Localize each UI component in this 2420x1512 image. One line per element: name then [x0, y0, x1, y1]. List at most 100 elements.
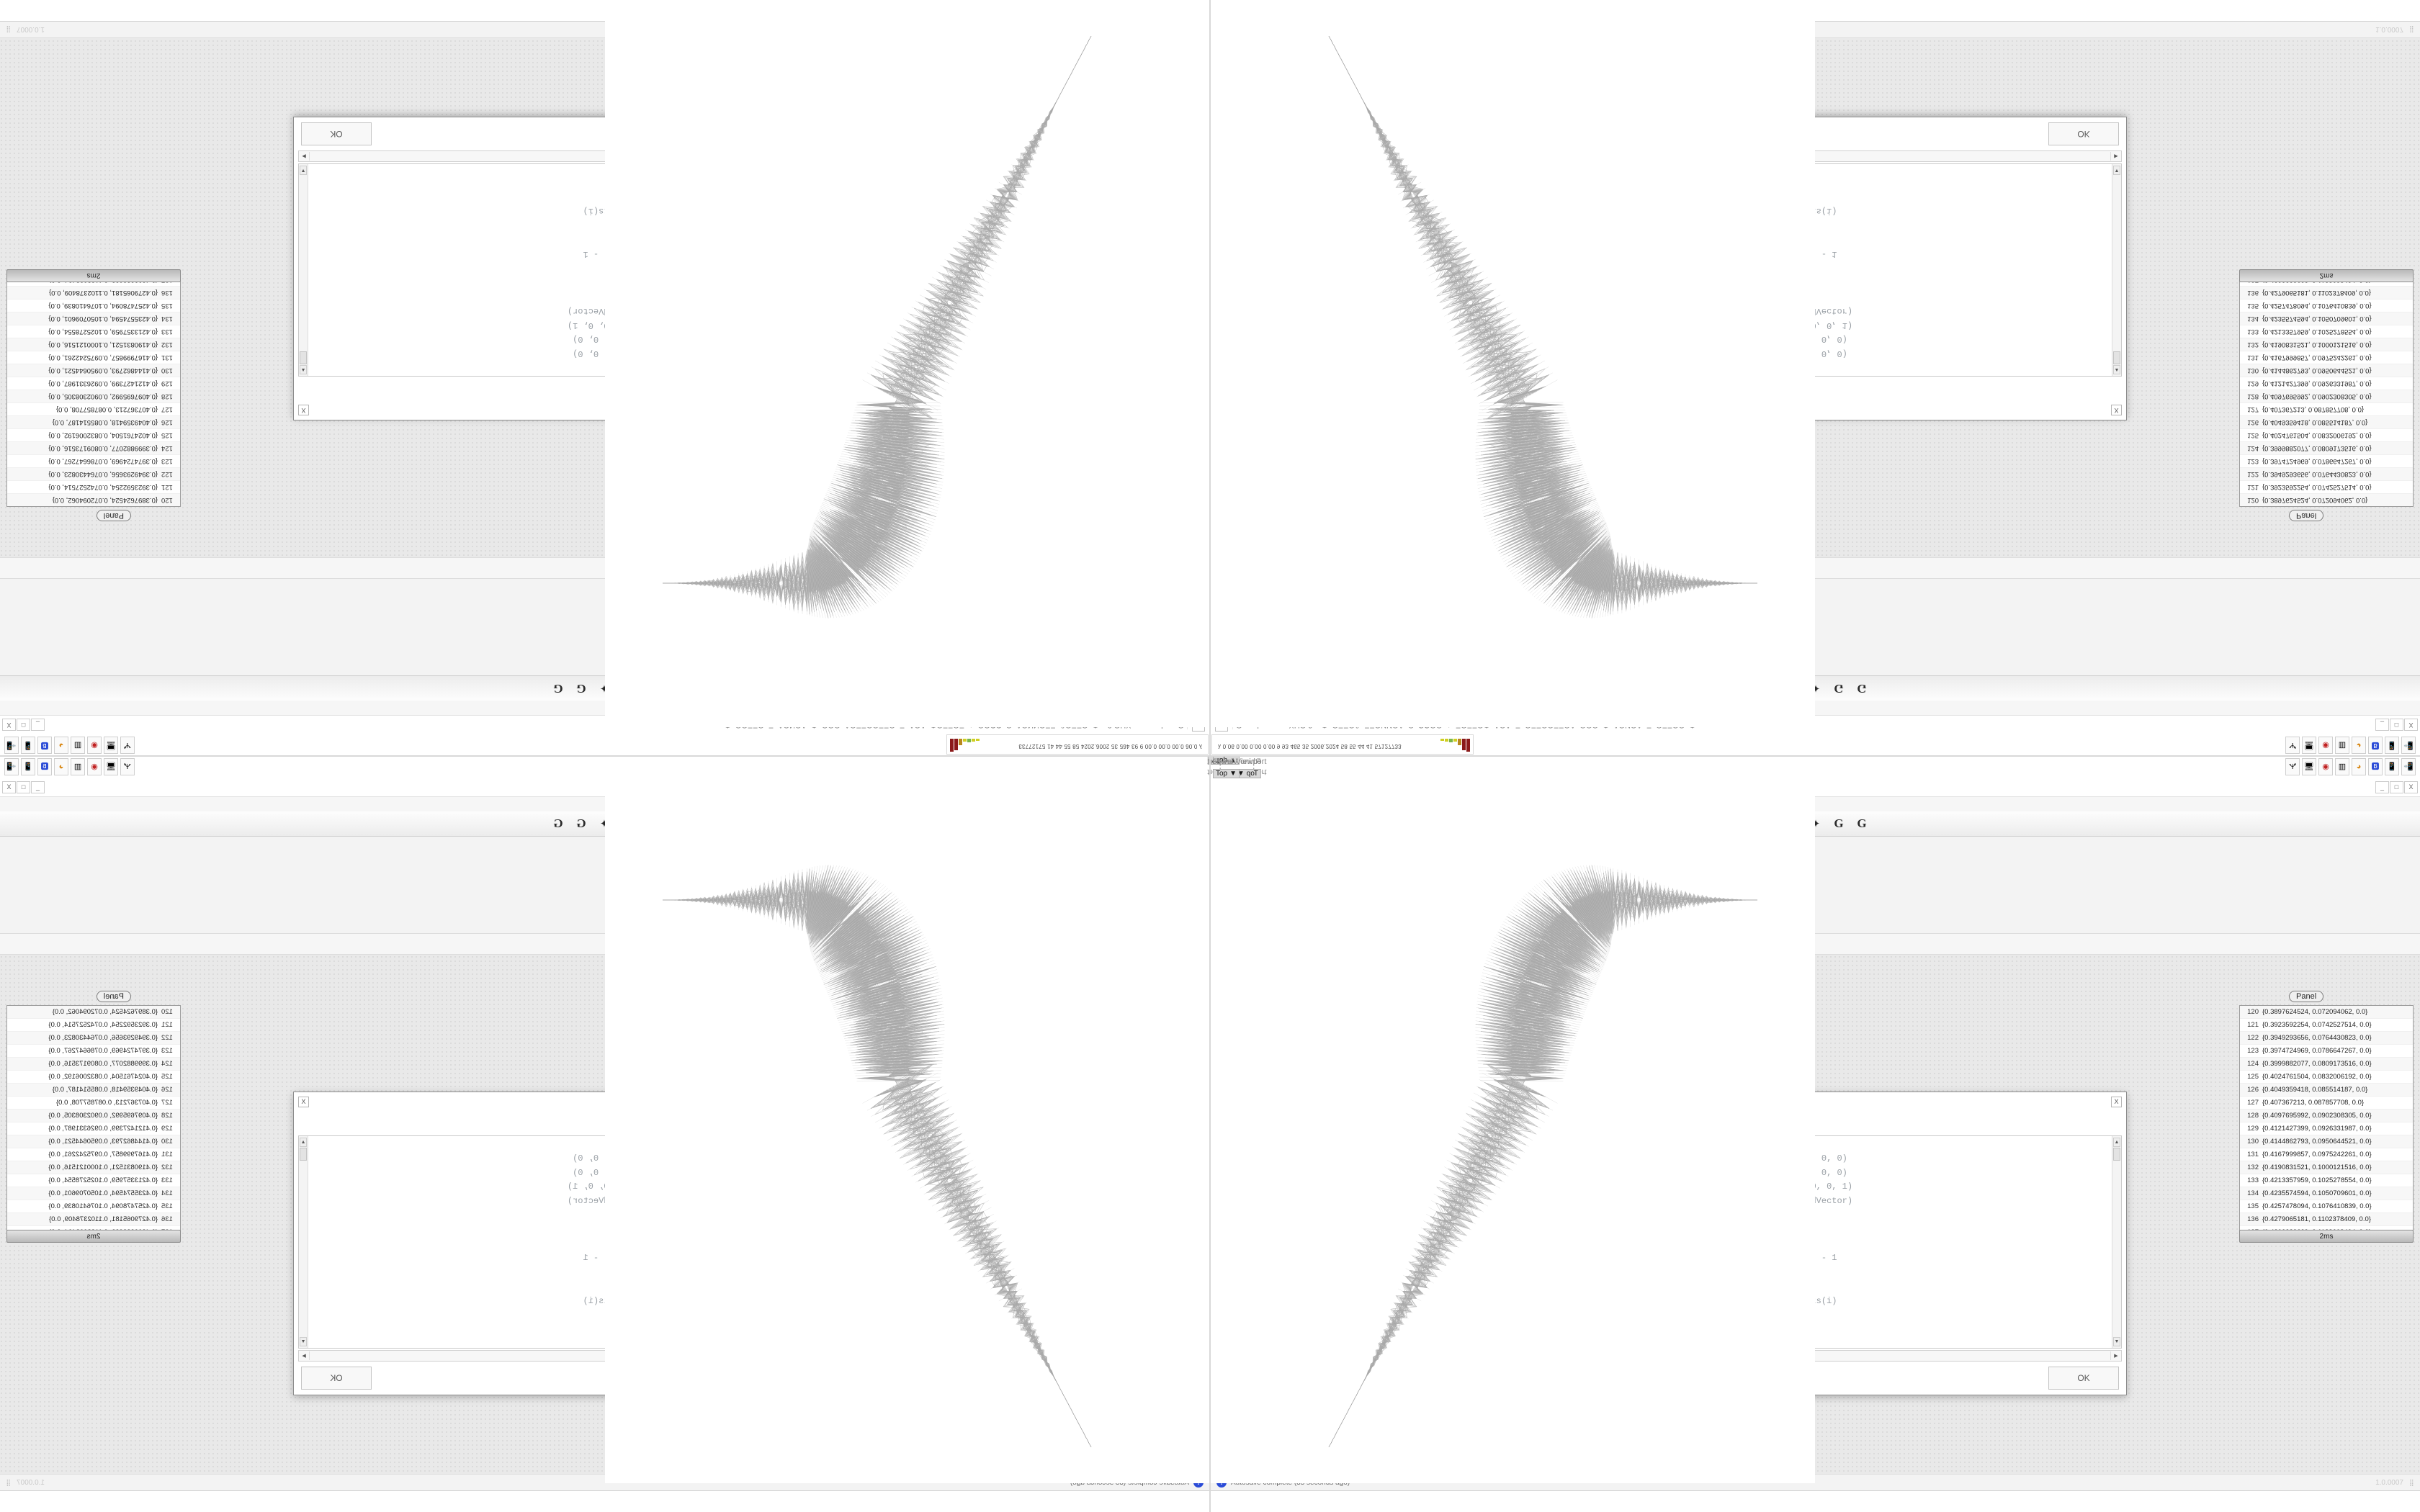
script-editor-close-button[interactable]: X	[2111, 405, 2122, 416]
scroll-right-arrow[interactable]: ▶	[299, 152, 310, 161]
rhino-tray-icons[interactable]: 🝤 🖥 ◉ ▥ ◕ 🅱 📱 📲	[2285, 737, 2416, 754]
scroll-down-arrow[interactable]: ▼	[300, 166, 307, 175]
tray-icon-4[interactable]: ▥	[71, 737, 85, 754]
rhino-viewport-bottom-right[interactable]	[1210, 756, 1815, 1483]
close-button[interactable]: X	[2404, 719, 2418, 732]
resize-grip[interactable]: ⣿	[6, 1478, 11, 1486]
tray-icon-4[interactable]: ▥	[71, 758, 85, 775]
scroll-right-arrow[interactable]: ▶	[2110, 152, 2121, 161]
maximize-button[interactable]: □	[17, 780, 30, 793]
tray-icon-5[interactable]: ◕	[2352, 758, 2366, 775]
tray-icon-2[interactable]: 🖥	[2302, 758, 2316, 775]
tray-icon-7[interactable]: 📱	[21, 737, 35, 754]
rhino-tray-icons[interactable]: 🝤 🖥 ◉ ▥ ◕ 🅱 📱 📲	[2285, 758, 2416, 775]
window-controls[interactable]: _ □ X	[2375, 719, 2418, 732]
tray-icon-6[interactable]: 🅱	[37, 758, 52, 775]
resize-grip[interactable]: ⣿	[2409, 1478, 2414, 1486]
scroll-up-arrow[interactable]: ▲	[2113, 1138, 2120, 1147]
tray-icon-1[interactable]: 🝤	[120, 758, 135, 775]
ok-button[interactable]: OK	[301, 122, 372, 145]
scroll-right-arrow[interactable]: ▶	[2110, 1351, 2121, 1360]
close-button[interactable]: X	[2, 780, 16, 793]
window-controls[interactable]: _ □ X	[2, 719, 45, 732]
panel-component[interactable]: 120 {0.3897624524, 0.072094062, 0.0} 121 {0…	[2239, 281, 2414, 507]
window-controls[interactable]: _ □ X	[2375, 780, 2418, 793]
ok-button[interactable]: OK	[301, 1367, 372, 1390]
ribbon-tab-addon-g2[interactable]: G	[1857, 816, 1867, 830]
tray-icon-3[interactable]: ◉	[87, 737, 102, 754]
script-editor-vscrollbar[interactable]: ▲ ▼	[2112, 164, 2121, 376]
tray-icon-8[interactable]: 📲	[2401, 737, 2416, 754]
window-controls[interactable]: _ □ X	[2, 780, 45, 793]
minimize-button[interactable]: _	[2375, 719, 2389, 732]
panel-component[interactable]: 120 {0.3897624524, 0.072094062, 0.0} 121 {0…	[6, 1005, 181, 1231]
ok-button[interactable]: OK	[2048, 122, 2119, 145]
rhino-viewport-bottom-left[interactable]	[605, 756, 1210, 1483]
tray-icon-8[interactable]: 📲	[4, 737, 19, 754]
panel-caption[interactable]: Panel	[96, 510, 131, 521]
minimize-button[interactable]: _	[2375, 780, 2389, 793]
ok-button[interactable]: OK	[2048, 1367, 2119, 1390]
rhino-viewport-top-left[interactable]	[605, 0, 1210, 727]
tray-icon-7[interactable]: 📱	[21, 758, 35, 775]
scroll-up-arrow[interactable]: ▲	[300, 365, 307, 374]
tray-icon-7[interactable]: 📱	[2385, 758, 2399, 775]
maximize-button[interactable]: □	[2390, 780, 2403, 793]
tray-icon-6[interactable]: 🅱	[2368, 758, 2383, 775]
ribbon-tab-addon-g2[interactable]: G	[553, 682, 563, 696]
script-editor-vscrollbar[interactable]: ▲ ▼	[299, 1136, 308, 1348]
tray-icon-4[interactable]: ▥	[2335, 758, 2349, 775]
tray-icon-1[interactable]: 🝤	[2285, 758, 2300, 775]
ribbon-tab-addon-g1[interactable]: G	[576, 816, 586, 830]
panel-caption[interactable]: Panel	[96, 991, 131, 1002]
tray-icon-4[interactable]: ▥	[2335, 737, 2349, 754]
tray-icon-7[interactable]: 📱	[2385, 737, 2399, 754]
tray-icon-2[interactable]: 🖥	[104, 737, 118, 754]
script-editor-vscrollbar[interactable]: ▲ ▼	[2112, 1136, 2121, 1348]
scroll-down-arrow[interactable]: ▼	[300, 1337, 307, 1346]
resize-grip[interactable]: ⣿	[2409, 26, 2414, 34]
ribbon-tab-addon-g1[interactable]: G	[576, 682, 586, 696]
minimize-button[interactable]: _	[31, 719, 45, 732]
scroll-down-arrow[interactable]: ▼	[2113, 166, 2120, 175]
tray-icon-3[interactable]: ◉	[2318, 737, 2333, 754]
script-editor-close-button[interactable]: X	[298, 405, 309, 416]
ribbon-tab-addon-g2[interactable]: G	[553, 816, 563, 830]
tray-icon-5[interactable]: ◕	[2352, 737, 2366, 754]
maximize-button[interactable]: □	[17, 719, 30, 732]
close-button[interactable]: X	[2, 719, 16, 732]
ribbon-tab-addon-g1[interactable]: G	[1834, 816, 1844, 830]
tray-icon-5[interactable]: ◕	[54, 737, 68, 754]
panel-caption[interactable]: Panel	[2289, 510, 2324, 521]
resize-grip[interactable]: ⣿	[6, 26, 11, 34]
rhino-viewport-top-right[interactable]	[1210, 0, 1815, 727]
script-editor-close-button[interactable]: X	[298, 1096, 309, 1107]
tray-icon-6[interactable]: 🅱	[37, 737, 52, 754]
tray-icon-1[interactable]: 🝤	[2285, 737, 2300, 754]
tray-icon-8[interactable]: 📲	[4, 758, 19, 775]
tray-icon-1[interactable]: 🝤	[120, 737, 135, 754]
tray-icon-2[interactable]: 🖥	[104, 758, 118, 775]
scroll-up-arrow[interactable]: ▲	[2113, 365, 2120, 374]
maximize-button[interactable]: □	[2390, 719, 2403, 732]
tray-icon-8[interactable]: 📲	[2401, 758, 2416, 775]
panel-component[interactable]: 120 {0.3897624524, 0.072094062, 0.0} 121 {0…	[6, 281, 181, 507]
minimize-button[interactable]: _	[31, 780, 45, 793]
scroll-up-arrow[interactable]: ▲	[300, 1138, 307, 1147]
ribbon-tab-addon-g2[interactable]: G	[1857, 682, 1867, 696]
tray-icon-3[interactable]: ◉	[87, 758, 102, 775]
tray-icon-5[interactable]: ◕	[54, 758, 68, 775]
tray-icon-3[interactable]: ◉	[2318, 758, 2333, 775]
script-editor-vscrollbar[interactable]: ▲ ▼	[299, 164, 308, 376]
script-editor-close-button[interactable]: X	[2111, 1096, 2122, 1107]
scroll-down-arrow[interactable]: ▼	[2113, 1337, 2120, 1346]
panel-caption[interactable]: Panel	[2289, 991, 2324, 1002]
vp-view-br[interactable]: Top ▼	[1213, 769, 1240, 778]
tray-icon-6[interactable]: 🅱	[2368, 737, 2383, 754]
close-button[interactable]: X	[2404, 780, 2418, 793]
rhino-tray-icons[interactable]: 🝤 🖥 ◉ ▥ ◕ 🅱 📱 📲	[4, 737, 135, 754]
tray-icon-2[interactable]: 🖥	[2302, 737, 2316, 754]
scroll-right-arrow[interactable]: ▶	[299, 1351, 310, 1360]
ribbon-tab-addon-g1[interactable]: G	[1834, 682, 1844, 696]
rhino-tray-icons[interactable]: 🝤 🖥 ◉ ▥ ◕ 🅱 📱 📲	[4, 758, 135, 775]
